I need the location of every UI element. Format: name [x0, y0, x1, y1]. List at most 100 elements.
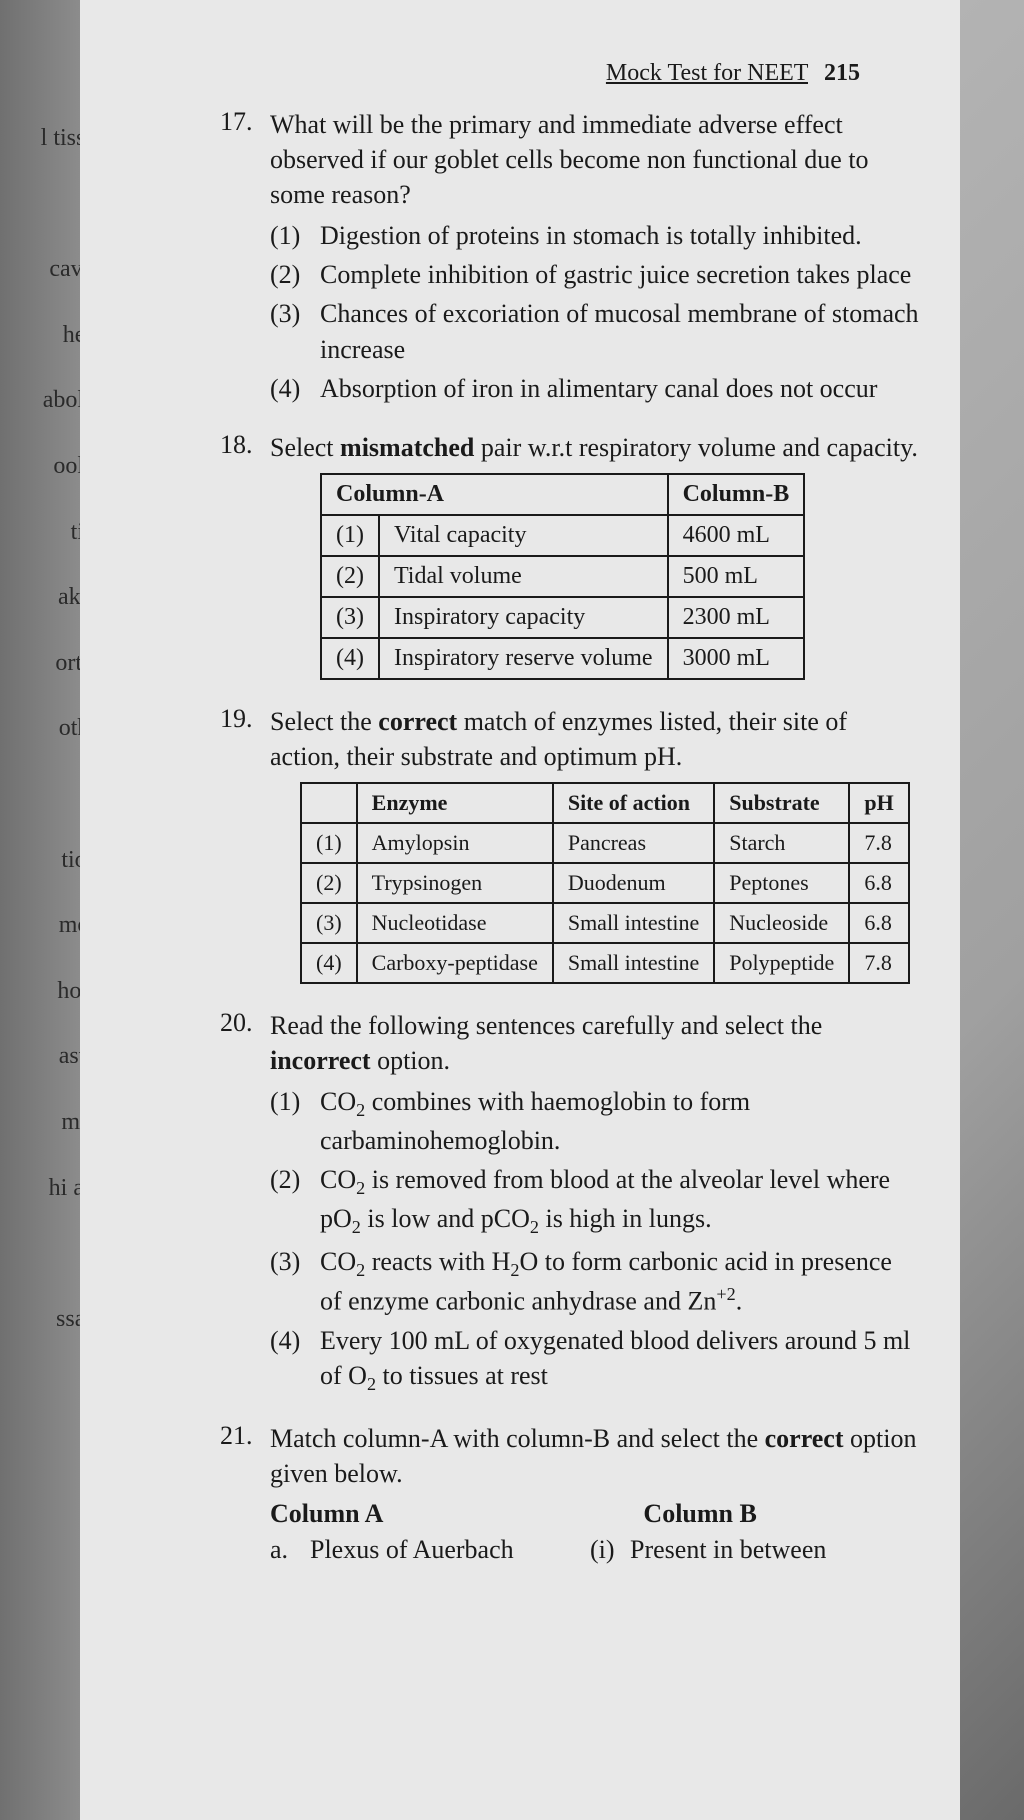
q17-option: (1)Digestion of proteins in stomach is t… [270, 218, 920, 253]
cell-b: 4600 mL [668, 515, 805, 556]
q20-option: (2)CO2 is removed from blood at the alve… [270, 1162, 920, 1240]
q20-option: (1)CO2 combines with haemoglobin to form… [270, 1084, 920, 1158]
cell-num: (3) [321, 597, 379, 638]
q17-text: What will be the primary and immediate a… [270, 107, 920, 212]
cell-num: (2) [301, 863, 357, 903]
cell-site: Duodenum [553, 863, 714, 903]
cell-ph: 7.8 [849, 943, 908, 983]
question-21: 21. Match column-A with column-B and sel… [220, 1421, 920, 1565]
q17-option: (2)Complete inhibition of gastric juice … [270, 257, 920, 292]
opt-text: CO2 is removed from blood at the alveola… [320, 1162, 920, 1240]
q20-options: (1)CO2 combines with haemoglobin to form… [270, 1084, 920, 1397]
opt-num: (3) [270, 1244, 320, 1320]
cell-enzyme: Trypsinogen [357, 863, 553, 903]
q21-col-headers: Column A Column B [270, 1499, 920, 1529]
cell-a: Tidal volume [379, 556, 668, 597]
q21-a-text: Plexus of Auerbach [310, 1535, 590, 1565]
cell-enzyme: Amylopsin [357, 823, 553, 863]
q18-text: Select mismatched pair w.r.t respiratory… [270, 430, 918, 465]
cell-enzyme: Nucleotidase [357, 903, 553, 943]
cell-num: (3) [301, 903, 357, 943]
opt-text: Complete inhibition of gastric juice sec… [320, 257, 911, 292]
q19-th-site: Site of action [553, 783, 714, 823]
page-body: Mock Test for NEET 215 17. What will be … [80, 0, 960, 1820]
q21-i-label: (i) [590, 1535, 630, 1565]
q21-a-label: a. [270, 1535, 310, 1565]
cell-substrate: Starch [714, 823, 849, 863]
table-row: (3)Inspiratory capacity2300 mL [321, 597, 804, 638]
cell-enzyme: Carboxy-peptidase [357, 943, 553, 983]
table-row: (3)NucleotidaseSmall intestineNucleoside… [301, 903, 909, 943]
q21-row-a: a. Plexus of Auerbach (i) Present in bet… [270, 1535, 920, 1565]
q18-number: 18. [220, 430, 270, 465]
q19-th-substrate: Substrate [714, 783, 849, 823]
q19-th-enzyme: Enzyme [357, 783, 553, 823]
question-19: 19. Select the correct match of enzymes … [220, 704, 920, 984]
cell-num: (4) [301, 943, 357, 983]
q21-text: Match column-A with column-B and select … [270, 1421, 920, 1491]
opt-text: CO2 reacts with H2O to form carbonic aci… [320, 1244, 920, 1320]
question-17: 17. What will be the primary and immedia… [220, 107, 920, 406]
cell-num: (4) [321, 638, 379, 679]
page-header: Mock Test for NEET 215 [220, 60, 920, 87]
q19-number: 19. [220, 704, 270, 774]
cell-num: (1) [301, 823, 357, 863]
question-20: 20. Read the following sentences careful… [220, 1008, 920, 1397]
cell-ph: 7.8 [849, 823, 908, 863]
cell-substrate: Peptones [714, 863, 849, 903]
q20-text: Read the following sentences carefully a… [270, 1008, 920, 1078]
opt-text: Digestion of proteins in stomach is tota… [320, 218, 862, 253]
cell-num: (1) [321, 515, 379, 556]
q20-option: (4)Every 100 mL of oxygenated blood deli… [270, 1323, 920, 1397]
header-title: Mock Test for NEET [606, 60, 808, 86]
q17-option: (4)Absorption of iron in alimentary cana… [270, 371, 920, 406]
q21-number: 21. [220, 1421, 270, 1491]
opt-text: Every 100 mL of oxygenated blood deliver… [320, 1323, 920, 1397]
cell-ph: 6.8 [849, 903, 908, 943]
q19-text: Select the correct match of enzymes list… [270, 704, 920, 774]
opt-num: (1) [270, 218, 320, 253]
opt-num: (2) [270, 1162, 320, 1240]
cell-site: Pancreas [553, 823, 714, 863]
table-row: (1)AmylopsinPancreasStarch7.8 [301, 823, 909, 863]
table-row: (2)TrypsinogenDuodenumPeptones6.8 [301, 863, 909, 903]
cell-a: Inspiratory capacity [379, 597, 668, 638]
cell-b: 2300 mL [668, 597, 805, 638]
q21-colA-head: Column A [270, 1499, 383, 1529]
q20-option: (3)CO2 reacts with H2O to form carbonic … [270, 1244, 920, 1320]
table-row: (2)Tidal volume500 mL [321, 556, 804, 597]
q18-table: Column-A Column-B (1)Vital capacity4600 … [320, 473, 805, 680]
table-row: (4)Inspiratory reserve volume3000 mL [321, 638, 804, 679]
question-18: 18. Select mismatched pair w.r.t respira… [220, 430, 920, 680]
opt-text: Chances of excoriation of mucosal membra… [320, 296, 920, 366]
q18-th-b: Column-B [668, 474, 805, 515]
cell-site: Small intestine [553, 903, 714, 943]
q18-th-a: Column-A [321, 474, 668, 515]
q17-options: (1)Digestion of proteins in stomach is t… [270, 218, 920, 405]
table-row: (4)Carboxy-peptidaseSmall intestinePolyp… [301, 943, 909, 983]
page-number: 215 [824, 60, 860, 86]
cell-ph: 6.8 [849, 863, 908, 903]
q21-i-text: Present in between [630, 1535, 826, 1565]
opt-num: (1) [270, 1084, 320, 1158]
q19-th-ph: pH [849, 783, 908, 823]
opt-num: (3) [270, 296, 320, 366]
opt-text: Absorption of iron in alimentary canal d… [320, 371, 877, 406]
opt-num: (2) [270, 257, 320, 292]
cell-site: Small intestine [553, 943, 714, 983]
table-row: (1)Vital capacity4600 mL [321, 515, 804, 556]
q17-option: (3)Chances of excoriation of mucosal mem… [270, 296, 920, 366]
q20-number: 20. [220, 1008, 270, 1078]
cell-num: (2) [321, 556, 379, 597]
q21-colB-head: Column B [643, 1499, 756, 1529]
cell-substrate: Nucleoside [714, 903, 849, 943]
opt-text: CO2 combines with haemoglobin to form ca… [320, 1084, 920, 1158]
cell-a: Vital capacity [379, 515, 668, 556]
q19-th-blank [301, 783, 357, 823]
opt-num: (4) [270, 1323, 320, 1397]
cell-a: Inspiratory reserve volume [379, 638, 668, 679]
opt-num: (4) [270, 371, 320, 406]
cell-b: 500 mL [668, 556, 805, 597]
q19-table: Enzyme Site of action Substrate pH (1)Am… [300, 782, 910, 984]
cell-substrate: Polypeptide [714, 943, 849, 983]
